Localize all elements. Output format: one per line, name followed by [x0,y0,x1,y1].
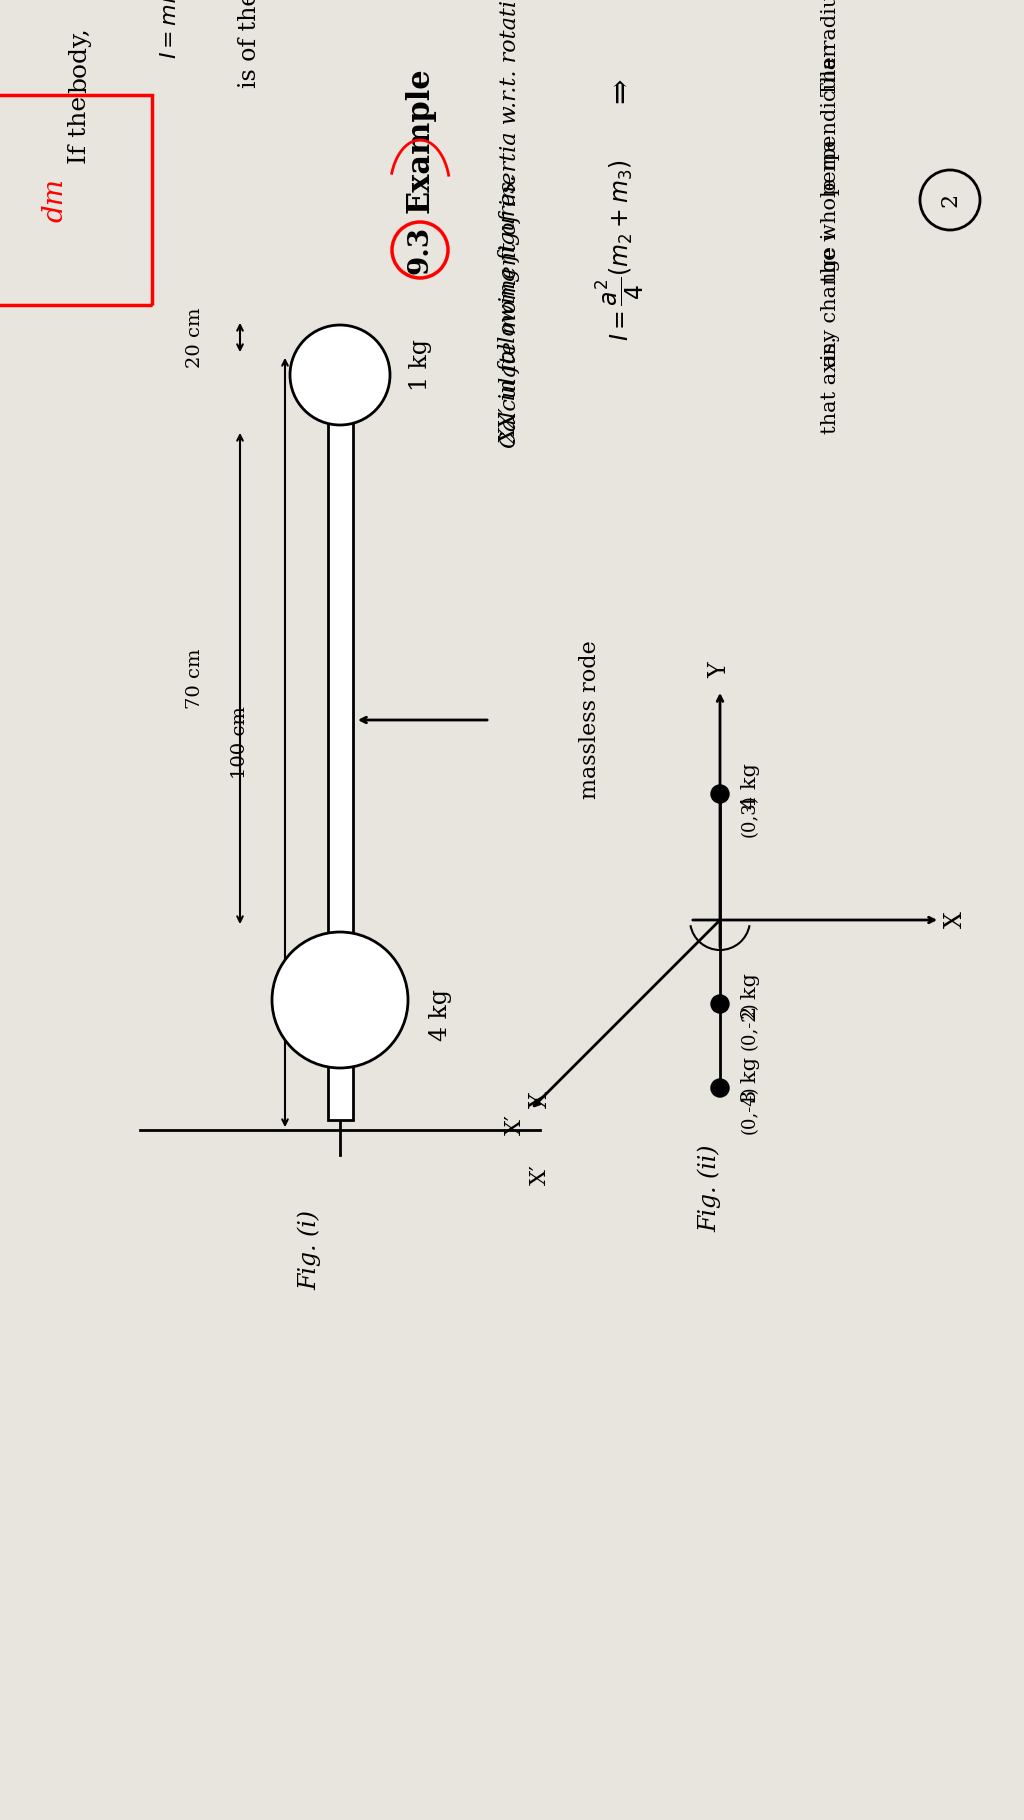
Text: Fig. (ii): Fig. (ii) [698,1145,722,1232]
Text: XX′ in following figures.: XX′ in following figures. [499,175,521,444]
Circle shape [711,996,729,1014]
Text: the whole ma: the whole ma [820,138,840,282]
Circle shape [272,932,408,1068]
Text: 1 kg: 1 kg [409,339,431,391]
Text: The radius o: The radius o [820,0,840,96]
Text: If the: If the [69,96,91,164]
Text: 4 kg: 4 kg [740,763,760,808]
Text: Calculate moment of inertia w.r.t. rotational: Calculate moment of inertia w.r.t. rotat… [499,0,521,448]
Text: any change i: any change i [820,233,840,368]
Text: (0,-2): (0,-2) [741,1001,759,1050]
Text: 9.3: 9.3 [407,226,433,275]
Text: X′: X′ [529,1165,551,1185]
Bar [328,369,353,1119]
Text: $I = \dfrac{a^2}{4}(m_2 + m_3)$: $I = \dfrac{a^2}{4}(m_2 + m_3)$ [594,158,646,340]
Text: $I = m\eta\iota$: $I = m\eta\iota$ [158,0,182,58]
Text: Fig. (i): Fig. (i) [298,1210,322,1290]
Text: 3 kg: 3 kg [740,1057,760,1103]
Text: 70 cm: 70 cm [186,648,204,708]
Circle shape [711,1079,729,1097]
Text: perpendicular: perpendicular [820,46,840,195]
Text: X: X [528,1092,552,1108]
Text: 2 kg: 2 kg [740,974,760,1019]
Text: (0,-4): (0,-4) [741,1087,759,1134]
Text: that axis.: that axis. [820,337,840,433]
Text: ⇒: ⇒ [604,76,636,102]
Text: is of the: is of the [239,0,261,87]
Text: 2: 2 [939,193,961,207]
Text: 100 cm: 100 cm [231,706,249,779]
Text: (0,3): (0,3) [741,795,759,837]
Circle shape [290,326,390,426]
Text: massless rode: massless rode [579,641,601,799]
Text: 20 cm: 20 cm [186,308,204,368]
Text: X′: X′ [504,1114,526,1136]
Circle shape [711,784,729,803]
Text: dm: dm [42,178,69,222]
Text: Example: Example [404,67,435,213]
Text: X: X [943,912,967,928]
Text: body,: body, [69,27,91,93]
Text: Y: Y [709,662,731,677]
Text: 4 kg: 4 kg [428,988,452,1041]
